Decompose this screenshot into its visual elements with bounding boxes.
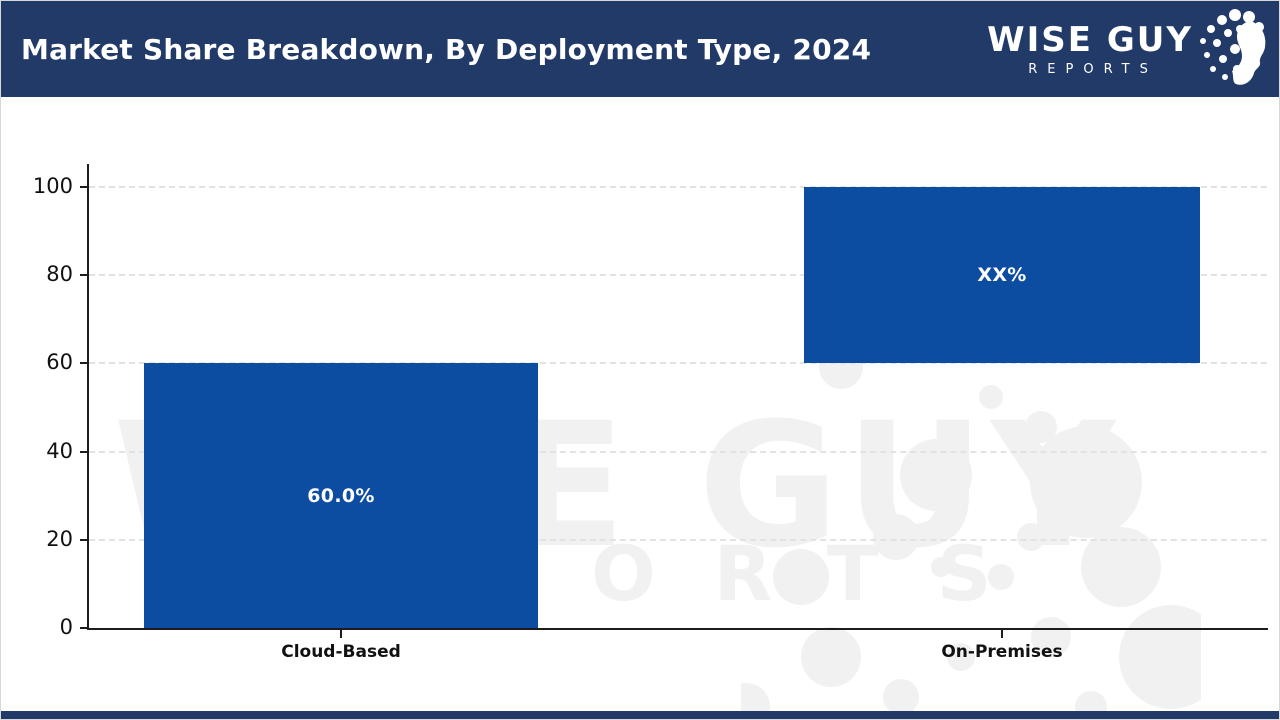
bar-cloud-based: 60.0% <box>144 363 538 628</box>
footer-bar <box>1 711 1279 719</box>
y-tick-mark-0 <box>80 627 88 629</box>
bar-on-premises: XX% <box>804 187 1200 364</box>
y-tick-mark-60 <box>80 362 88 365</box>
y-tick-mark-80 <box>80 274 88 277</box>
plot-area: WISE GUY REPORTS 0 20 40 60 80 100 <box>1 97 1279 719</box>
y-tick-label-100: 100 <box>32 174 73 198</box>
header-bar: Market Share Breakdown, By Deployment Ty… <box>1 1 1279 97</box>
y-tick-label-80: 80 <box>46 262 73 287</box>
y-tick-label-60: 60 <box>46 350 73 375</box>
x-axis-line <box>87 628 1268 630</box>
y-tick-mark-20 <box>80 538 88 541</box>
page-title: Market Share Breakdown, By Deployment Ty… <box>21 32 872 66</box>
bar-value-label-cloud-based: 60.0% <box>307 484 375 507</box>
y-tick-mark-100 <box>80 186 88 188</box>
y-tick-label-40: 40 <box>46 438 73 463</box>
x-tick-cloud-based <box>340 630 342 638</box>
category-label-cloud-based: Cloud-Based <box>281 642 401 662</box>
x-tick-on-premises <box>1001 630 1003 638</box>
brand-logo: WISE GUY REPORTS <box>987 7 1267 89</box>
brand-name: WISE GUY <box>987 19 1193 60</box>
category-label-on-premises: On-Premises <box>941 642 1063 662</box>
watermark-face-dots <box>741 345 1201 719</box>
y-tick-label-0: 0 <box>59 615 73 639</box>
bar-value-label-on-premises: XX% <box>977 264 1027 287</box>
y-tick-label-20: 20 <box>46 526 73 551</box>
gridline-100 <box>89 186 1267 188</box>
gridline-80 <box>89 274 1267 277</box>
brand-subtitle: REPORTS <box>1028 61 1158 77</box>
gridline-20 <box>89 538 1267 541</box>
gridline-40 <box>89 450 1267 453</box>
y-axis-line <box>87 164 89 630</box>
brand-logo-text: WISE GUY REPORTS <box>987 20 1193 77</box>
y-tick-mark-40 <box>80 450 88 453</box>
gridline-60 <box>89 362 1267 365</box>
face-profile-icon <box>1200 9 1266 85</box>
